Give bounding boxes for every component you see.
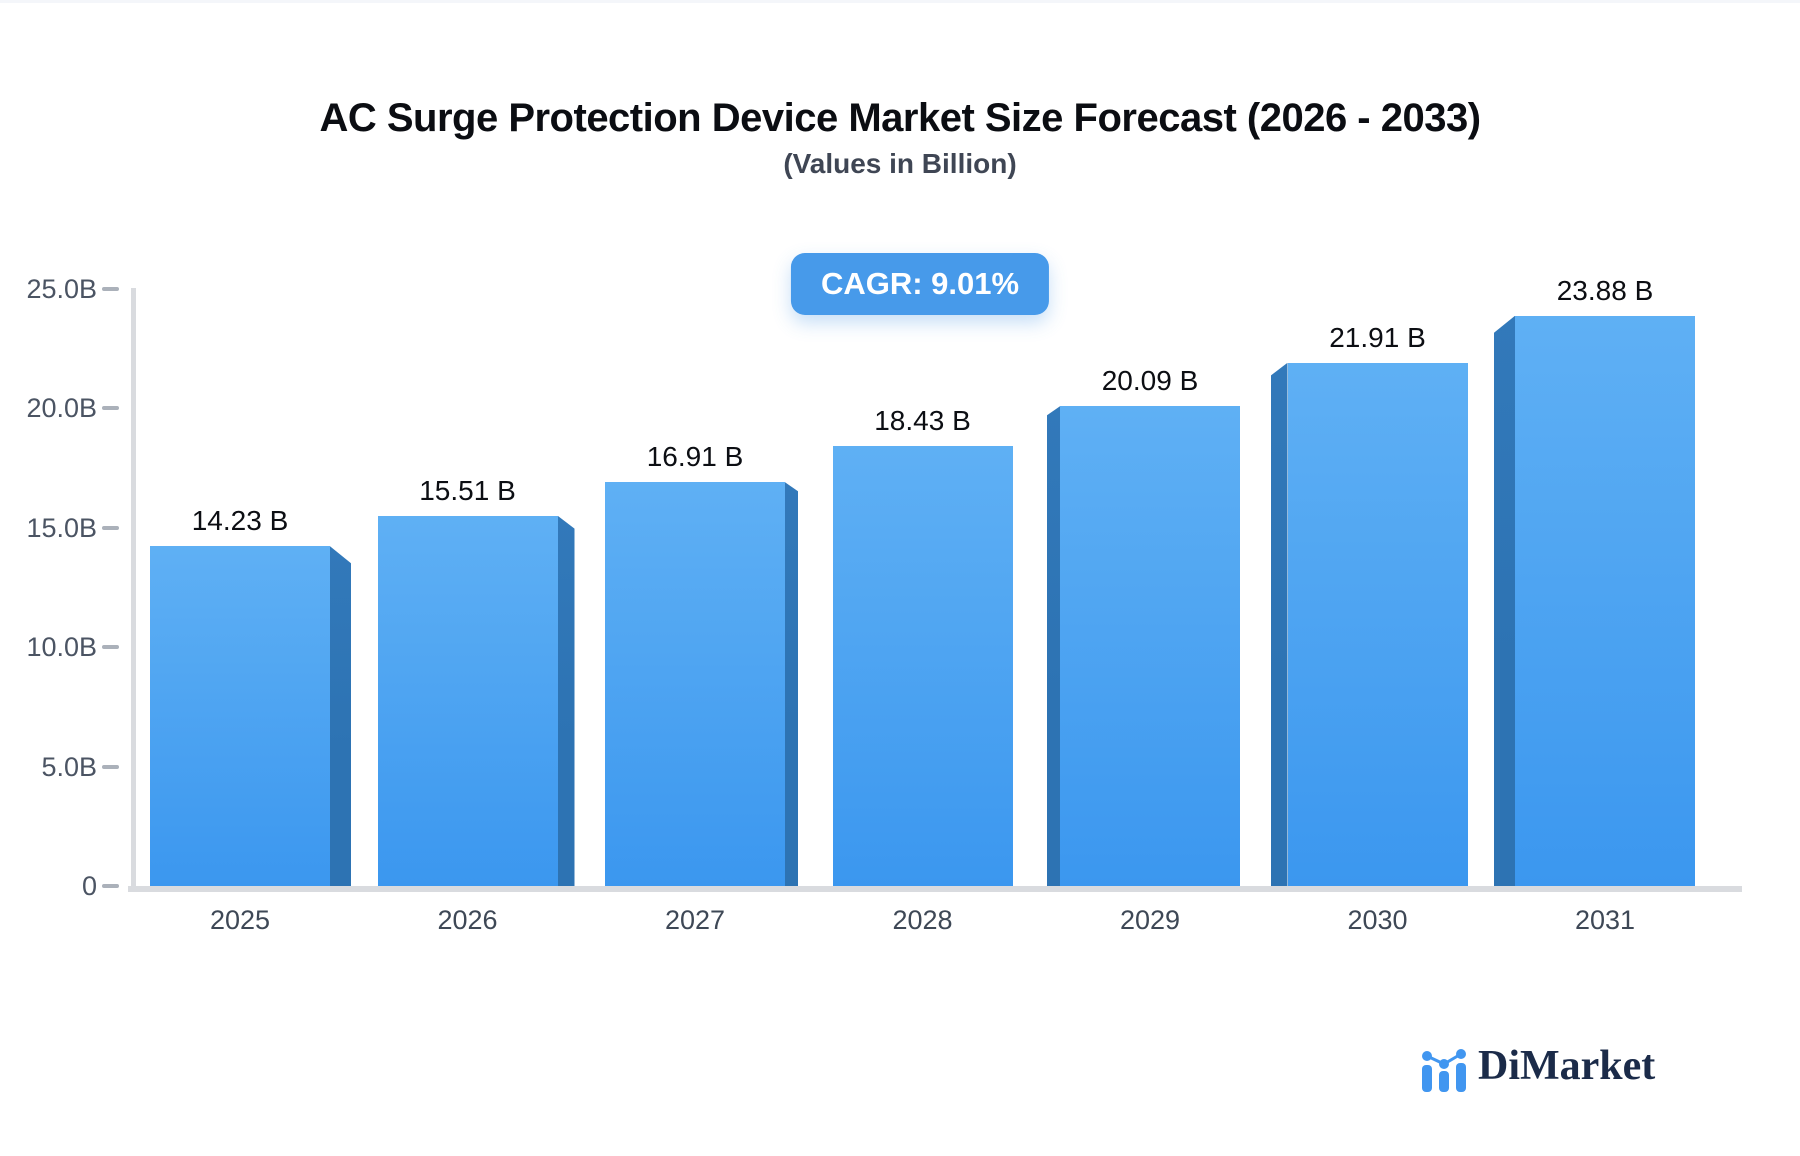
bar-side-bevel [557,515,575,886]
bar-2029 [1060,406,1240,886]
y-tick-label: 20.0B [26,393,97,424]
cagr-badge: CAGR: 9.01% [790,253,1050,315]
dimarket-logo: DiMarket [1420,1044,1655,1094]
logo-bar-chart-icon [1422,1049,1466,1092]
bar-2028 [832,445,1013,886]
y-tick-mark [102,764,119,769]
top-border [0,0,1800,3]
y-tick-label: 10.0B [26,632,97,663]
bar-2026 [377,515,558,886]
bar-value-label: 15.51 B [419,474,516,506]
bar-2025 [150,546,330,886]
x-axis-label: 2026 [437,905,498,935]
bar-side-bevel [1494,315,1515,886]
x-axis-label: 2029 [1119,905,1181,935]
y-tick-mark [102,884,119,888]
y-tick-mark [102,645,119,650]
bar-side-bevel [1270,362,1288,886]
chart-title: AC Surge Protection Device Market Size F… [319,96,1481,140]
y-tick-mark [102,406,119,411]
y-tick-mark [102,525,119,530]
bar-2031 [1515,315,1695,886]
y-tick-label: 25.0B [26,274,97,304]
bar-value-label: 18.43 B [874,404,971,436]
x-axis-label: 2027 [664,905,726,935]
bar-side-bevel [330,546,351,886]
bar-value-label: 14.23 B [191,505,289,537]
y-axis-line [131,288,136,886]
bar-side-bevel [1047,406,1060,886]
bar-value-label: 20.09 B [1101,365,1199,397]
x-axis-line [128,886,1742,892]
bar-value-label: 23.88 B [1556,274,1654,306]
bar-value-label: 21.91 B [1329,321,1426,353]
y-tick-label: 15.0B [26,512,97,543]
y-tick-label: 0 [81,871,97,901]
bar-2030 [1287,362,1468,886]
logo-text: DiMarket [1478,1043,1656,1089]
x-axis-label: 2028 [892,905,953,935]
x-axis-label: 2025 [209,905,271,935]
x-axis-label: 2030 [1347,905,1408,935]
bar-2027 [605,482,785,886]
bar-side-bevel [785,482,798,886]
bar-value-label: 16.91 B [646,441,744,473]
x-axis-label: 2031 [1574,905,1636,935]
y-tick-mark [102,287,119,291]
chart-subtitle: (Values in Billion) [783,148,1017,179]
y-tick-label: 5.0B [41,751,97,782]
